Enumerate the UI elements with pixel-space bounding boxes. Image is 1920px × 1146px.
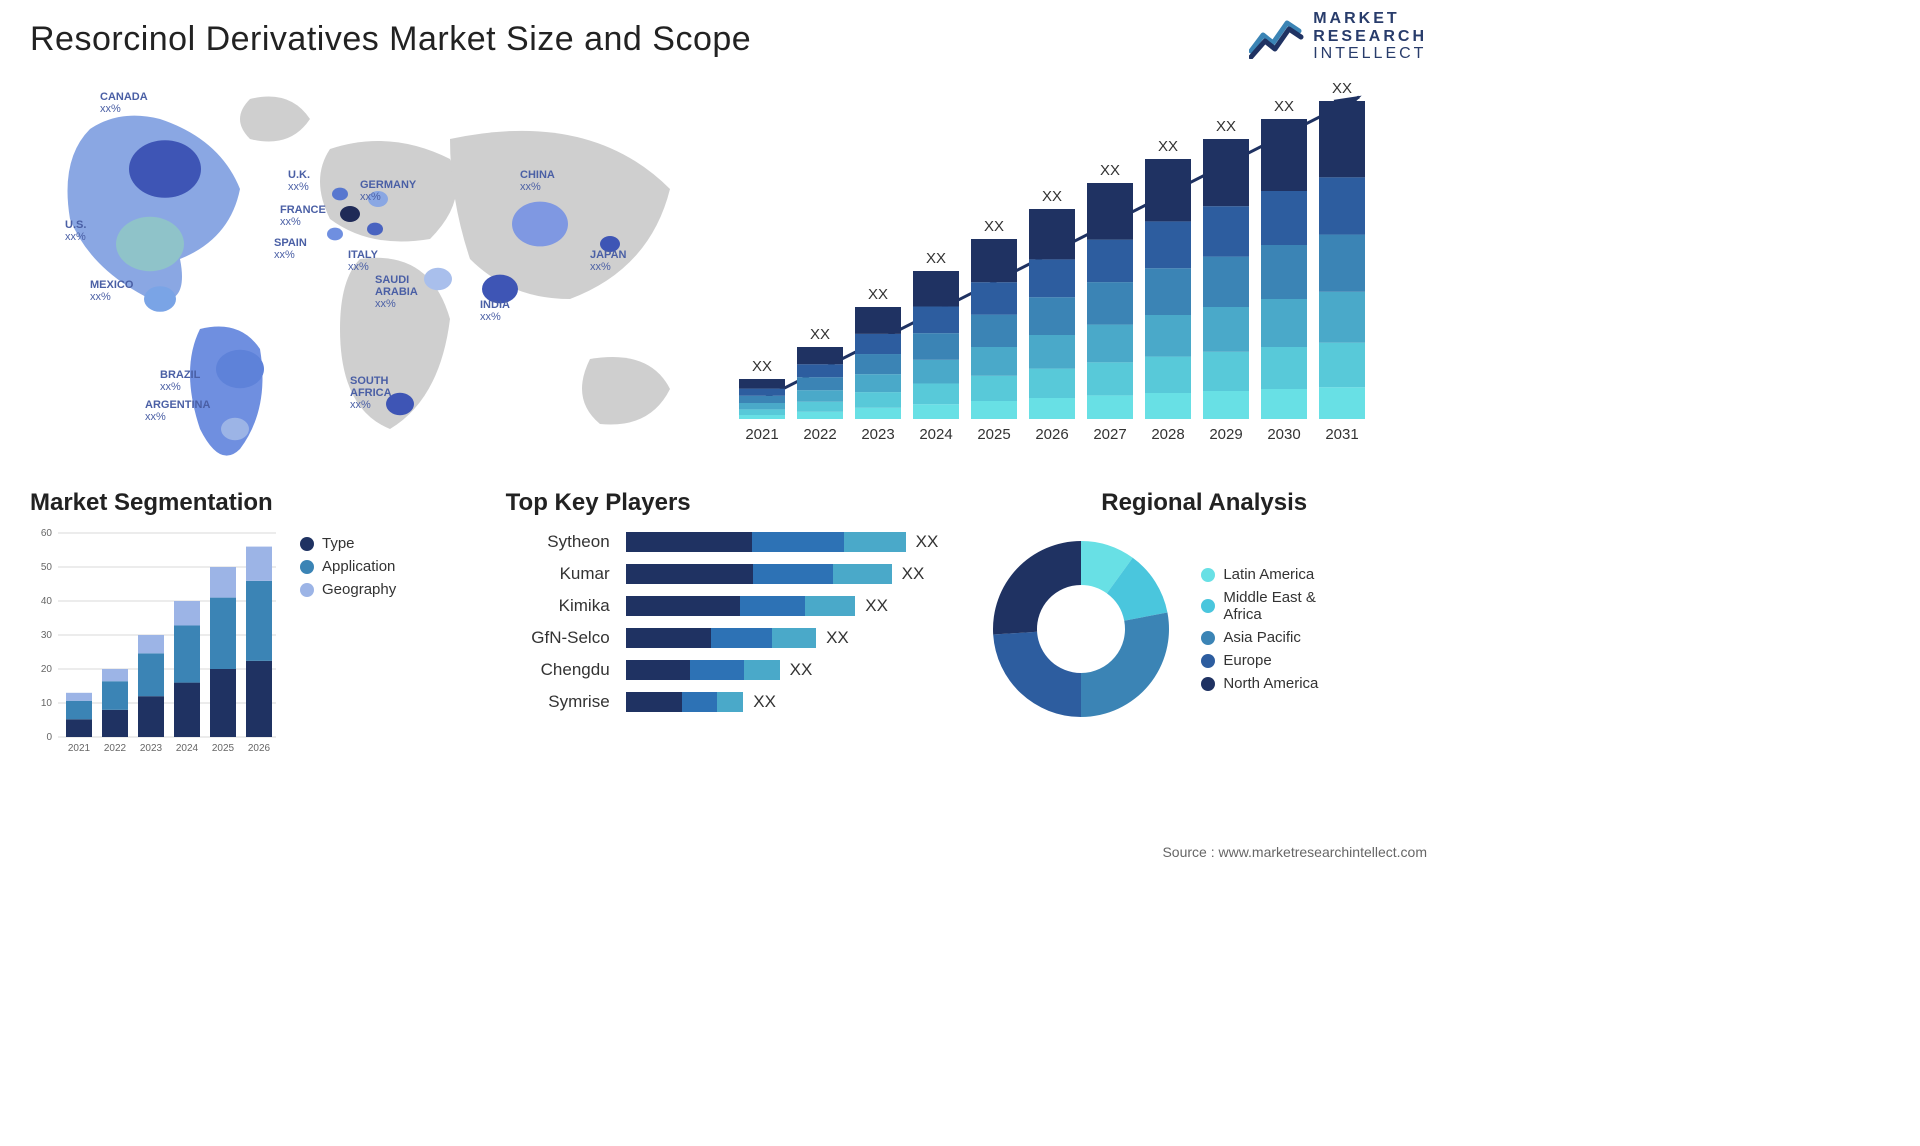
svg-text:2021: 2021 bbox=[68, 743, 91, 754]
svg-text:2025: 2025 bbox=[977, 426, 1010, 443]
svg-text:XX: XX bbox=[1331, 80, 1351, 97]
svg-text:50: 50 bbox=[41, 562, 53, 573]
regional-title: Regional Analysis bbox=[981, 489, 1427, 517]
logo-line1: MARKET bbox=[1313, 10, 1399, 27]
map-label: FRANCExx% bbox=[280, 204, 326, 228]
players-title: Top Key Players bbox=[506, 489, 952, 517]
svg-text:2023: 2023 bbox=[140, 743, 163, 754]
segmentation-legend-item: Type bbox=[300, 535, 396, 552]
segmentation-legend: Type Application Geography bbox=[300, 529, 396, 759]
players-row: Chengdu XX bbox=[506, 657, 952, 683]
svg-text:2024: 2024 bbox=[919, 426, 952, 443]
regional-legend-item: North America bbox=[1201, 675, 1318, 692]
players-name: Chengdu bbox=[506, 660, 626, 680]
world-map-panel: CANADAxx% U.S.xx% MEXICOxx% BRAZILxx% ARGENT… bbox=[30, 69, 729, 469]
map-label: U.K.xx% bbox=[288, 169, 310, 193]
players-name: Kumar bbox=[506, 564, 626, 584]
segmentation-panel: Market Segmentation 0 10 20 30 40 50 60 2021 202… bbox=[30, 489, 476, 789]
svg-text:XX: XX bbox=[1099, 162, 1119, 179]
players-name: Sytheon bbox=[506, 532, 626, 552]
regional-legend-item: Latin America bbox=[1201, 566, 1318, 583]
logo-line2: RESEARCH bbox=[1313, 28, 1427, 45]
players-row: Kimika XX bbox=[506, 593, 952, 619]
players-value: XX bbox=[790, 660, 813, 680]
map-label: U.S.xx% bbox=[65, 219, 86, 243]
logo-line3: INTELLECT bbox=[1313, 45, 1427, 63]
svg-text:XX: XX bbox=[1273, 98, 1293, 115]
svg-text:2022: 2022 bbox=[104, 743, 127, 754]
svg-text:XX: XX bbox=[867, 286, 887, 303]
svg-text:XX: XX bbox=[983, 218, 1003, 235]
svg-text:0: 0 bbox=[46, 732, 52, 743]
map-label: GERMANYxx% bbox=[360, 179, 416, 203]
regional-legend-item: Asia Pacific bbox=[1201, 629, 1318, 646]
map-label: CANADAxx% bbox=[100, 91, 148, 115]
page-title: Resorcinol Derivatives Market Size and S… bbox=[30, 20, 1427, 59]
svg-text:30: 30 bbox=[41, 630, 53, 641]
svg-text:20: 20 bbox=[41, 664, 53, 675]
logo-mark-icon bbox=[1249, 13, 1305, 59]
svg-text:XX: XX bbox=[751, 358, 771, 375]
players-panel: Top Key Players Sytheon XX Kumar XX Kimika XX… bbox=[506, 489, 952, 789]
players-value: XX bbox=[902, 564, 925, 584]
svg-text:2022: 2022 bbox=[803, 426, 836, 443]
market-size-chart-panel: XX 2021 XX 2022 XX 2023 XX 2024 XX 2025 XX 2026 XX 20… bbox=[729, 69, 1428, 469]
svg-text:2024: 2024 bbox=[176, 743, 199, 754]
map-label: ITALYxx% bbox=[348, 249, 378, 273]
players-chart: SytheonXXKumarXXKimikaXXGfN-SelcoXXCheng… bbox=[506, 529, 952, 715]
segmentation-title: Market Segmentation bbox=[30, 489, 476, 517]
segmentation-legend-item: Geography bbox=[300, 581, 396, 598]
players-row: Symrise XX bbox=[506, 689, 952, 715]
regional-legend: Latin America Middle East &Africa Asia Pac… bbox=[1201, 560, 1318, 698]
players-value: XX bbox=[865, 596, 888, 616]
svg-text:2027: 2027 bbox=[1093, 426, 1126, 443]
players-value: XX bbox=[826, 628, 849, 648]
regional-panel: Regional Analysis Latin America Middle Ea… bbox=[981, 489, 1427, 789]
map-label: MEXICOxx% bbox=[90, 279, 133, 303]
svg-text:2031: 2031 bbox=[1325, 426, 1358, 443]
segmentation-legend-item: Application bbox=[300, 558, 396, 575]
svg-text:40: 40 bbox=[41, 596, 53, 607]
source-attribution: Source : www.marketresearchintellect.com bbox=[1162, 844, 1427, 860]
regional-legend-item: Europe bbox=[1201, 652, 1318, 669]
svg-text:XX: XX bbox=[925, 250, 945, 267]
svg-text:XX: XX bbox=[1041, 188, 1061, 205]
svg-text:XX: XX bbox=[809, 326, 829, 343]
market-size-chart: XX 2021 XX 2022 XX 2023 XX 2024 XX 2025 XX 2026 XX 20… bbox=[729, 69, 1389, 449]
map-label: ARGENTINAxx% bbox=[145, 399, 210, 423]
svg-text:XX: XX bbox=[1215, 118, 1235, 135]
svg-text:2028: 2028 bbox=[1151, 426, 1184, 443]
players-name: Kimika bbox=[506, 596, 626, 616]
svg-text:2025: 2025 bbox=[212, 743, 235, 754]
players-name: GfN-Selco bbox=[506, 628, 626, 648]
map-label: SPAINxx% bbox=[274, 237, 307, 261]
svg-text:2023: 2023 bbox=[861, 426, 894, 443]
regional-donut bbox=[981, 529, 1181, 729]
map-label: SAUDIARABIAxx% bbox=[375, 274, 418, 310]
map-label: SOUTHAFRICAxx% bbox=[350, 375, 392, 411]
svg-text:60: 60 bbox=[41, 529, 53, 539]
svg-text:2029: 2029 bbox=[1209, 426, 1242, 443]
svg-text:2021: 2021 bbox=[745, 426, 778, 443]
map-label: JAPANxx% bbox=[590, 249, 626, 273]
players-row: GfN-Selco XX bbox=[506, 625, 952, 651]
svg-text:2026: 2026 bbox=[248, 743, 271, 754]
svg-text:10: 10 bbox=[41, 698, 53, 709]
segmentation-chart: 0 10 20 30 40 50 60 2021 2022 2023 2024 2025 2026 bbox=[30, 529, 280, 759]
map-label: BRAZILxx% bbox=[160, 369, 200, 393]
brand-logo: MARKET RESEARCH INTELLECT bbox=[1249, 10, 1427, 63]
players-value: XX bbox=[916, 532, 939, 552]
regional-legend-item: Middle East &Africa bbox=[1201, 589, 1318, 623]
players-name: Symrise bbox=[506, 692, 626, 712]
map-label: CHINAxx% bbox=[520, 169, 555, 193]
players-row: Sytheon XX bbox=[506, 529, 952, 555]
svg-text:2030: 2030 bbox=[1267, 426, 1300, 443]
map-label: INDIAxx% bbox=[480, 299, 510, 323]
players-value: XX bbox=[753, 692, 776, 712]
players-row: Kumar XX bbox=[506, 561, 952, 587]
svg-text:XX: XX bbox=[1157, 138, 1177, 155]
svg-text:2026: 2026 bbox=[1035, 426, 1068, 443]
